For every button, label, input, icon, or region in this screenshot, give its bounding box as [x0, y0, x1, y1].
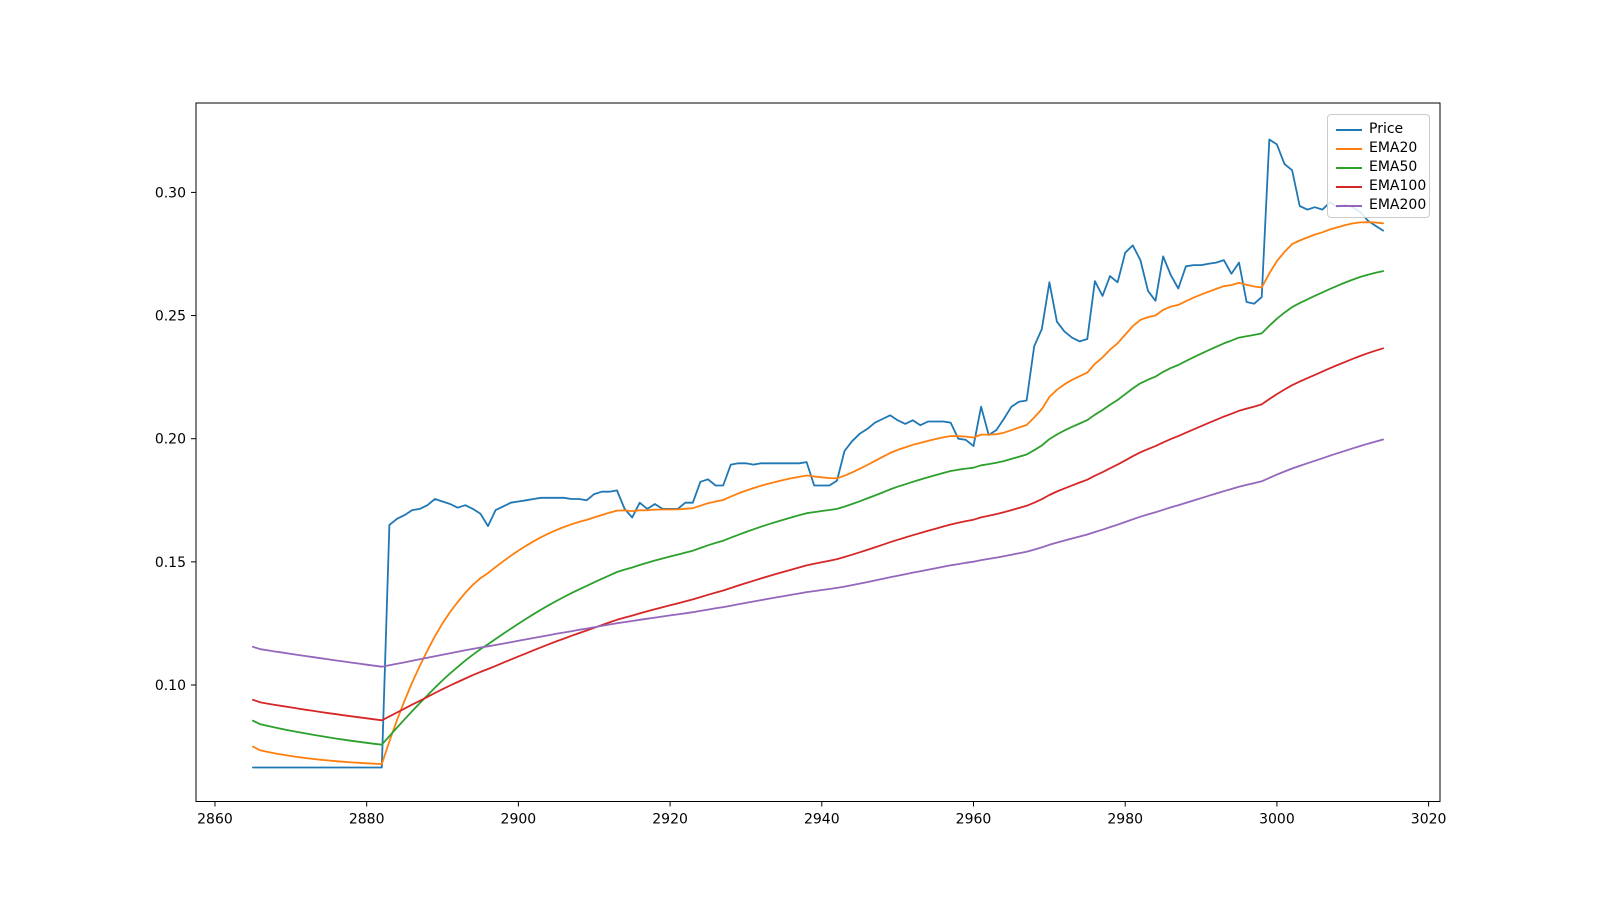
legend: Price EMA20 EMA50 EMA100 EMA200 — [1327, 114, 1430, 218]
legend-row-ema20: EMA20 — [1336, 139, 1422, 158]
ema50-line-swatch — [1336, 166, 1362, 169]
x-tick-label: 3000 — [1259, 812, 1295, 828]
x-tick-label: 2860 — [197, 812, 233, 828]
ema200-line — [251, 438, 1384, 668]
price-line — [251, 138, 1384, 769]
axes-spines — [195, 102, 1441, 802]
legend-row-ema50: EMA50 — [1336, 158, 1422, 177]
legend-label-ema50: EMA50 — [1369, 159, 1418, 175]
x-tick-label: 3020 — [1411, 812, 1447, 828]
ema100-line — [251, 347, 1384, 722]
y-tick-label: 0.20 — [155, 432, 186, 448]
ema20-line — [251, 221, 1384, 765]
legend-label-ema100: EMA100 — [1369, 178, 1427, 194]
ema200-line-swatch — [1336, 204, 1362, 207]
legend-label-ema20: EMA20 — [1369, 140, 1418, 156]
y-tick-label: 0.25 — [155, 309, 186, 325]
y-tick-label: 0.10 — [155, 678, 186, 694]
price-line-swatch — [1336, 128, 1362, 131]
x-tick-label: 2940 — [804, 812, 840, 828]
x-tick-label: 2960 — [956, 812, 992, 828]
ema20-line-swatch — [1336, 147, 1362, 150]
y-tick-label: 0.30 — [155, 185, 186, 201]
legend-row-ema200: EMA200 — [1336, 196, 1426, 215]
x-tick-label: 2900 — [501, 812, 537, 828]
legend-label-price: Price — [1369, 121, 1404, 137]
legend-row-ema100: EMA100 — [1336, 177, 1426, 196]
x-tick-label: 2920 — [652, 812, 688, 828]
x-tick-label: 2980 — [1107, 812, 1143, 828]
legend-label-ema200: EMA200 — [1369, 197, 1427, 213]
legend-row-price: Price — [1336, 120, 1422, 139]
y-tick-label: 0.15 — [155, 555, 186, 571]
x-tick-label: 2880 — [349, 812, 385, 828]
ema50-line — [251, 270, 1384, 746]
ema100-line-swatch — [1336, 185, 1362, 188]
